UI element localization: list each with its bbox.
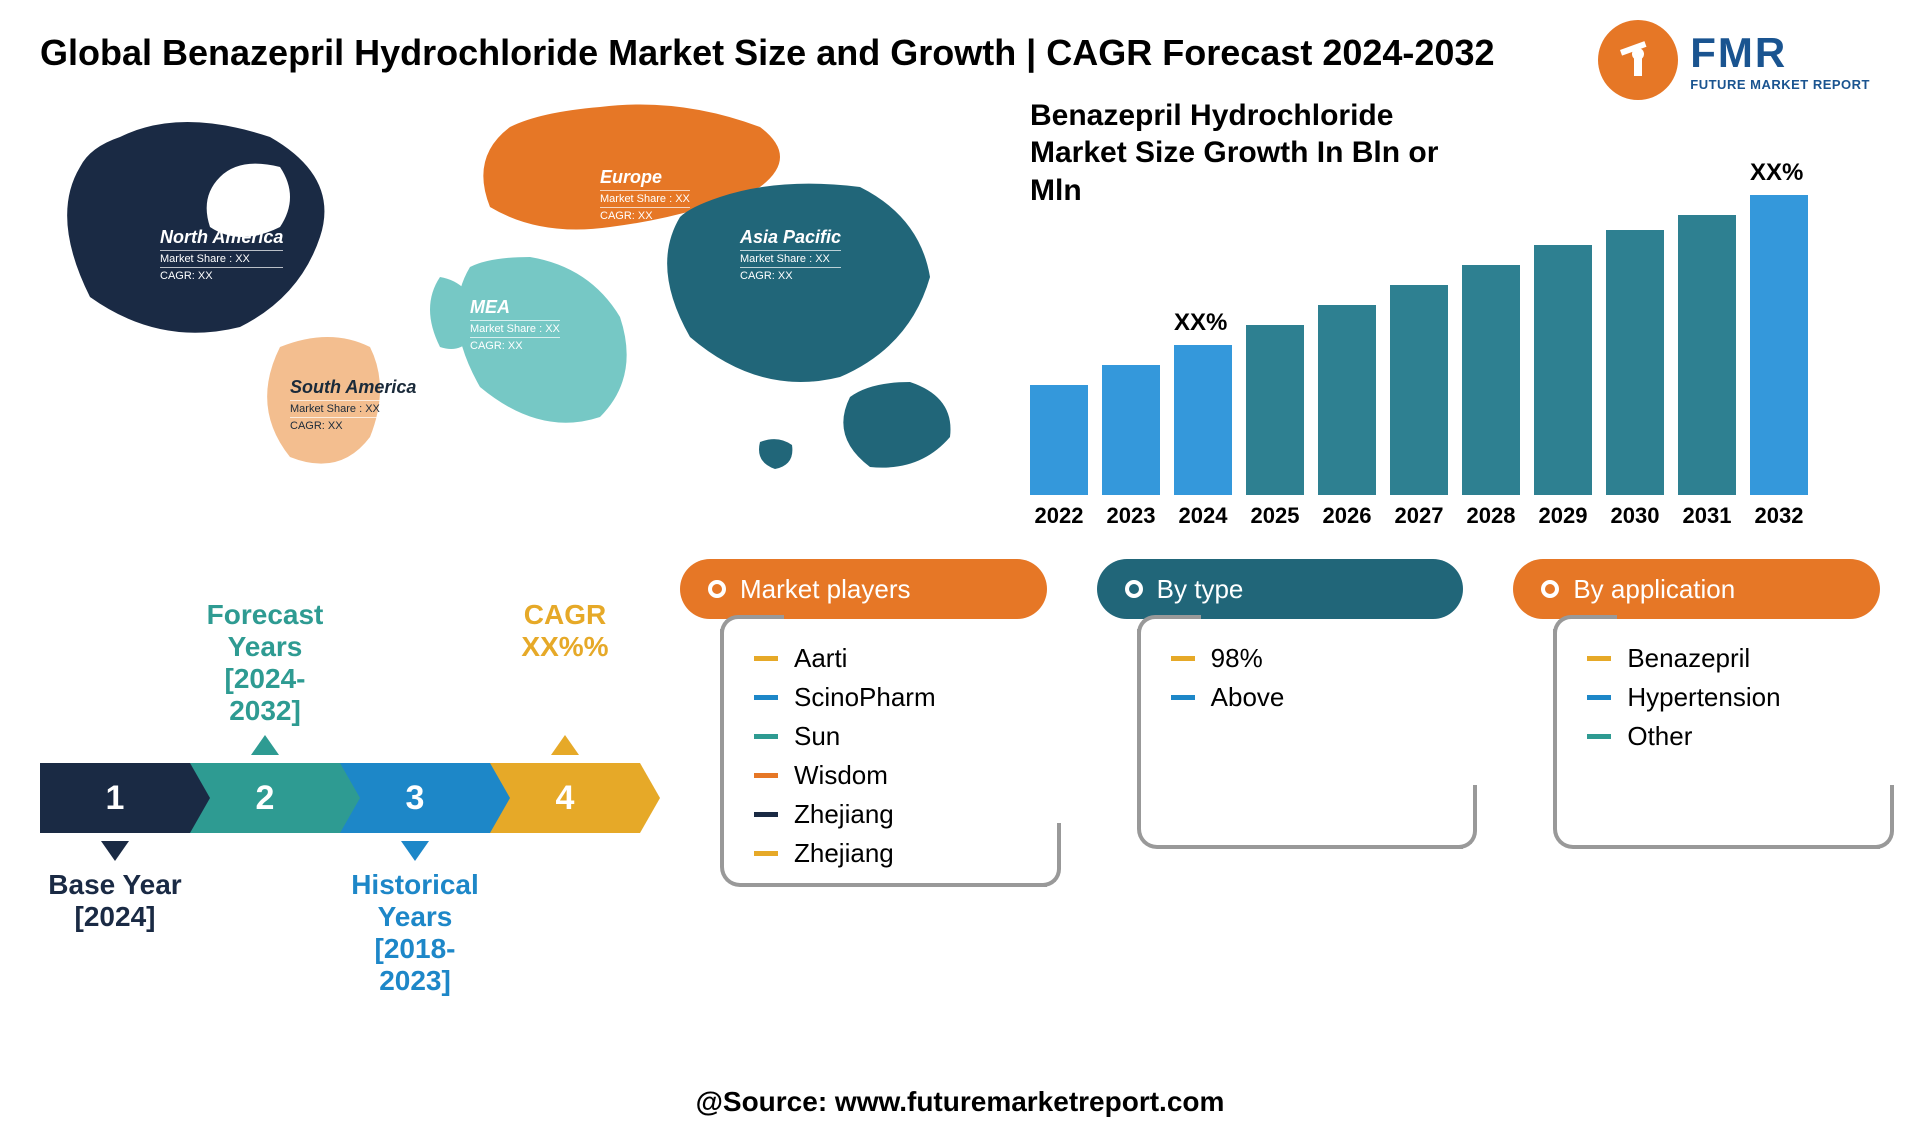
region-label-eu: EuropeMarket Share : XXCAGR: XX	[600, 167, 690, 222]
logo-main-text: FMR	[1690, 29, 1870, 77]
list-item: Hypertension	[1587, 678, 1880, 717]
list-item-label: 98%	[1211, 643, 1263, 674]
list-item-label: Above	[1211, 682, 1285, 713]
bullet-icon	[754, 773, 778, 778]
source-attribution: @Source: www.futuremarketreport.com	[696, 1086, 1225, 1118]
bar-2022: 2022	[1030, 385, 1088, 529]
brand-logo: FMR FUTURE MARKET REPORT	[1598, 20, 1870, 100]
timeline-step-2: 2	[190, 763, 340, 833]
list-item: 98%	[1171, 639, 1464, 678]
list-item-label: Other	[1627, 721, 1692, 752]
bar-2026: 2026	[1318, 305, 1376, 529]
segmentation-columns: Market players Aarti ScinoPharm Sun Wisdom Zh…	[680, 559, 1880, 887]
list-item-label: Zhejiang	[794, 838, 894, 869]
segment-list: 98% Above	[1141, 629, 1464, 727]
list-item-label: Sun	[794, 721, 840, 752]
bullet-icon	[754, 734, 778, 739]
bullet-icon	[1171, 656, 1195, 661]
chart-title: Benazepril Hydrochloride Market Size Gro…	[1030, 97, 1450, 210]
list-item: Aarti	[754, 639, 1047, 678]
bar-2023: 2023	[1102, 365, 1160, 529]
telescope-icon	[1598, 20, 1678, 100]
list-item: Above	[1171, 678, 1464, 717]
segment-header-label: By type	[1157, 574, 1244, 605]
list-item: Sun	[754, 717, 1047, 756]
timeline-top-label: Forecast Years[2024-2032]	[190, 599, 340, 727]
list-item-label: Benazepril	[1627, 643, 1750, 674]
list-item: Other	[1587, 717, 1880, 756]
bar-2031: 2031	[1678, 215, 1736, 529]
list-item: ScinoPharm	[754, 678, 1047, 717]
segment-header: By type	[1097, 559, 1464, 619]
list-item-label: Wisdom	[794, 760, 888, 791]
bullet-icon	[1541, 580, 1559, 598]
segment-list: Benazepril Hypertension Other	[1557, 629, 1880, 766]
bar-2028: 2028	[1462, 265, 1520, 529]
bar-2024: 2024	[1174, 345, 1232, 529]
list-item-label: Zhejiang	[794, 799, 894, 830]
segment-column: By type 98% Above	[1097, 559, 1464, 887]
timeline-bot-label	[490, 869, 640, 997]
bullet-icon	[754, 812, 778, 817]
list-item: Wisdom	[754, 756, 1047, 795]
list-item: Benazepril	[1587, 639, 1880, 678]
bar-2025: 2025	[1246, 325, 1304, 529]
bullet-icon	[1587, 695, 1611, 700]
bar-2027: 2027	[1390, 285, 1448, 529]
region-label-ap: Asia PacificMarket Share : XXCAGR: XX	[740, 227, 841, 282]
bar-2029: 2029	[1534, 245, 1592, 529]
segment-column: By application Benazepril Hypertension Othe…	[1513, 559, 1880, 887]
list-item-label: Aarti	[794, 643, 847, 674]
timeline-top-label: CAGRXX%%	[490, 599, 640, 727]
logo-sub-text: FUTURE MARKET REPORT	[1690, 77, 1870, 92]
world-map: North AmericaMarket Share : XXCAGR: XX So…	[40, 97, 1010, 477]
segment-list: Aarti ScinoPharm Sun Wisdom Zhejiang Zhejiang	[724, 629, 1047, 883]
world-map-svg	[40, 97, 1010, 477]
bullet-icon	[754, 851, 778, 856]
region-label-sa: South AmericaMarket Share : XXCAGR: XX	[290, 377, 416, 432]
bullet-icon	[754, 656, 778, 661]
timeline-bot-label: Base Year[2024]	[40, 869, 190, 997]
infographic-root: Global Benazepril Hydrochloride Market S…	[0, 0, 1920, 1146]
list-item: Zhejiang	[754, 834, 1047, 873]
timeline-bot-label	[190, 869, 340, 997]
bullet-icon	[708, 580, 726, 598]
segment-header-label: Market players	[740, 574, 911, 605]
segment-header: By application	[1513, 559, 1880, 619]
bar-2030: 2030	[1606, 230, 1664, 529]
timeline-top-label	[40, 599, 190, 727]
page-title: Global Benazepril Hydrochloride Market S…	[40, 30, 1520, 77]
timeline-step-4: 4	[490, 763, 640, 833]
region-label-na: North AmericaMarket Share : XXCAGR: XX	[160, 227, 283, 282]
bullet-icon	[1587, 656, 1611, 661]
timeline-step-1: 1	[40, 763, 190, 833]
list-item: Zhejiang	[754, 795, 1047, 834]
list-item-label: ScinoPharm	[794, 682, 936, 713]
segment-column: Market players Aarti ScinoPharm Sun Wisdom Zh…	[680, 559, 1047, 887]
bullet-icon	[1125, 580, 1143, 598]
timeline-bot-label: Historical Years[2018-2023]	[340, 869, 490, 997]
timeline-top-label	[340, 599, 490, 727]
timeline-step-3: 3	[340, 763, 490, 833]
bullet-icon	[754, 695, 778, 700]
segment-header-label: By application	[1573, 574, 1735, 605]
timeline: Forecast Years[2024-2032] CAGRXX%% 1234 B…	[40, 559, 640, 997]
bullet-icon	[1587, 734, 1611, 739]
bar-chart-bars: 2022202320242025202620272028202920302031…	[1030, 229, 1880, 529]
bar-2032: 2032	[1750, 195, 1808, 529]
bar-chart: Benazepril Hydrochloride Market Size Gro…	[1030, 97, 1880, 530]
bullet-icon	[1171, 695, 1195, 700]
segment-header: Market players	[680, 559, 1047, 619]
bar-top-label: XX%	[1750, 159, 1803, 187]
region-label-mea: MEAMarket Share : XXCAGR: XX	[470, 297, 560, 352]
list-item-label: Hypertension	[1627, 682, 1780, 713]
bar-top-label: XX%	[1174, 309, 1227, 337]
